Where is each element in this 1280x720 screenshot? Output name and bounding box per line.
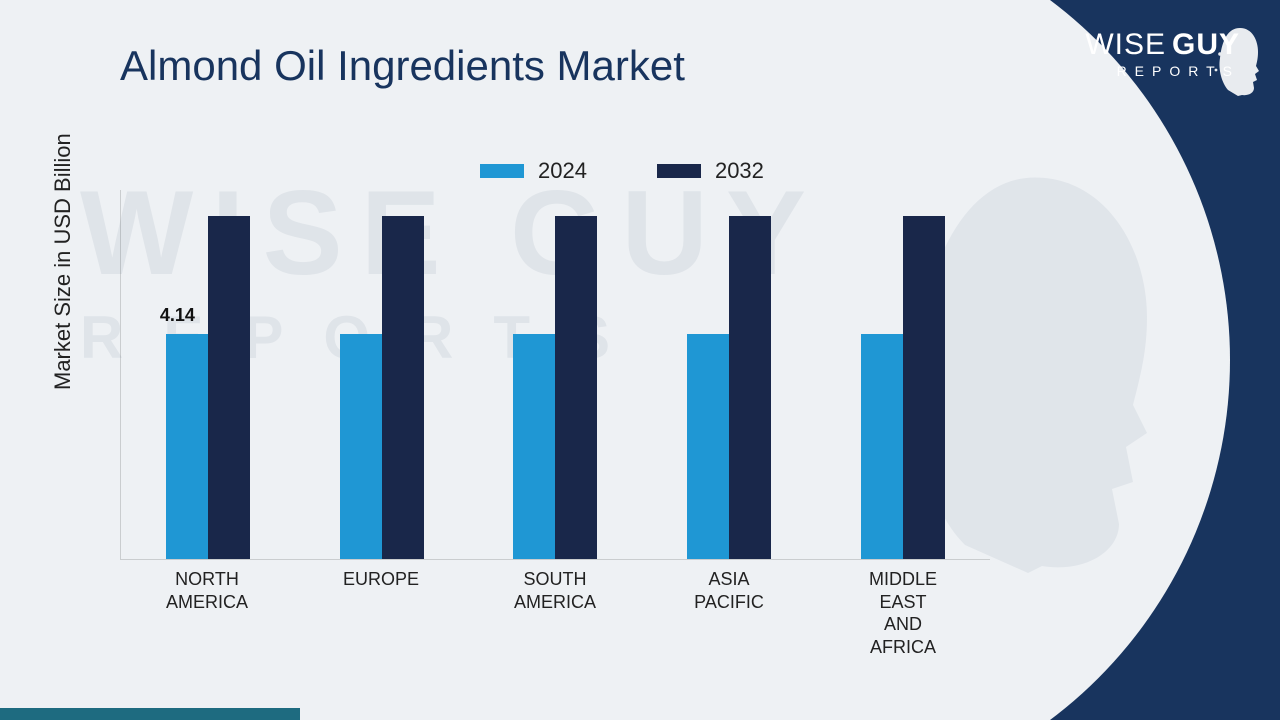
x-axis-label: SOUTHAMERICA [485, 568, 625, 658]
legend-swatch-2032 [657, 164, 701, 178]
y-axis-label: Market Size in USD Billion [50, 133, 76, 390]
legend-item: 2032 [657, 158, 764, 184]
bar-group [340, 190, 424, 559]
logo-line2: REPORTS [1085, 64, 1240, 78]
legend-item: 2024 [480, 158, 587, 184]
bar [903, 216, 945, 559]
x-axis-label: NORTHAMERICA [137, 568, 277, 658]
legend-swatch-2024 [480, 164, 524, 178]
bottom-accent-bar [0, 708, 300, 720]
legend-label: 2032 [715, 158, 764, 184]
x-axis-label: ASIAPACIFIC [659, 568, 799, 658]
x-axis-label: MIDDLEEASTANDAFRICA [833, 568, 973, 658]
bar [513, 334, 555, 559]
bar [555, 216, 597, 559]
x-axis-label: EUROPE [311, 568, 451, 658]
value-label: 4.14 [160, 305, 195, 326]
logo: WISEGUY REPORTS [1085, 30, 1240, 78]
bar-groups: 4.14 [121, 190, 990, 559]
logo-word-wise: WISE [1085, 28, 1166, 61]
bar-group [687, 190, 771, 559]
legend-label: 2024 [538, 158, 587, 184]
chart-plot: 4.14 [120, 190, 990, 560]
logo-word-guy: GUY [1172, 28, 1240, 61]
bar-group [861, 190, 945, 559]
bar [861, 334, 903, 559]
logo-line1: WISEGUY [1085, 30, 1240, 60]
bar [729, 216, 771, 559]
bar-group [513, 190, 597, 559]
bar-group: 4.14 [166, 190, 250, 559]
bar [166, 334, 208, 559]
page-title: Almond Oil Ingredients Market [120, 42, 685, 90]
bar [382, 216, 424, 559]
bar [687, 334, 729, 559]
bar [208, 216, 250, 559]
legend: 2024 2032 [480, 158, 764, 184]
bar [340, 334, 382, 559]
x-axis-labels: NORTHAMERICA EUROPE SOUTHAMERICA ASIAPACIFI… [120, 568, 990, 658]
